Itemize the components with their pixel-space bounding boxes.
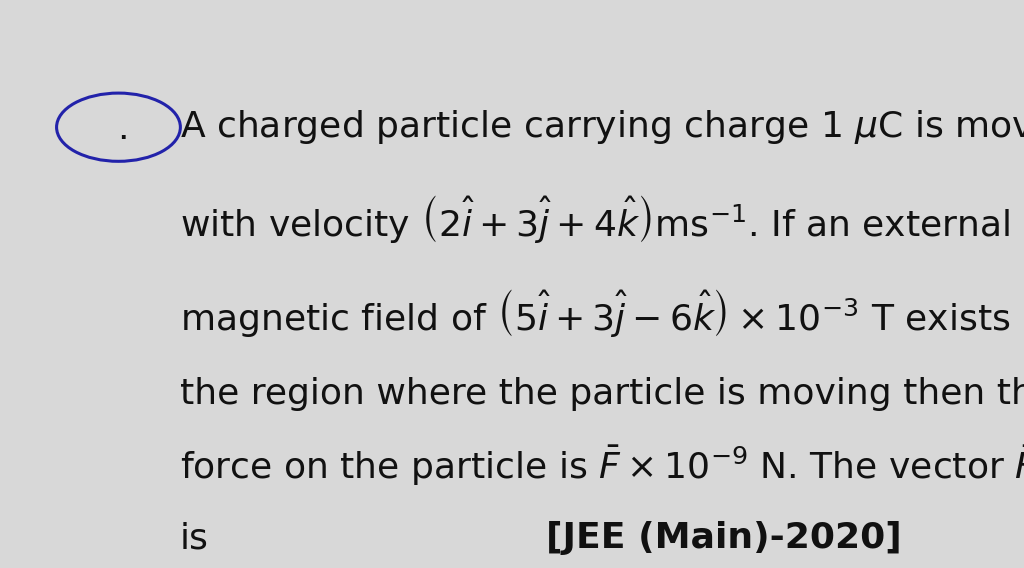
Text: with velocity $\left(2\hat{i}+3\hat{j}+4\hat{k}\right)\mathrm{ms}^{-1}$. If an e: with velocity $\left(2\hat{i}+3\hat{j}+4… xyxy=(179,193,1010,245)
Text: magnetic field of $\left(5\hat{i}+3\hat{j}-6\hat{k}\right)\times10^{-3}$ T exist: magnetic field of $\left(5\hat{i}+3\hat{… xyxy=(179,287,1024,339)
Text: A charged particle carrying charge 1 $\mu$C is moving: A charged particle carrying charge 1 $\m… xyxy=(179,108,1024,146)
Text: .: . xyxy=(117,112,128,147)
Text: the region where the particle is moving then the: the region where the particle is moving … xyxy=(179,377,1024,411)
Text: is: is xyxy=(179,521,209,556)
Text: force on the particle is $\bar{F}\times10^{-9}$ N. The vector $\bar{F}$: force on the particle is $\bar{F}\times1… xyxy=(179,444,1024,488)
Text: [JEE (Main)-2020]: [JEE (Main)-2020] xyxy=(546,521,902,556)
